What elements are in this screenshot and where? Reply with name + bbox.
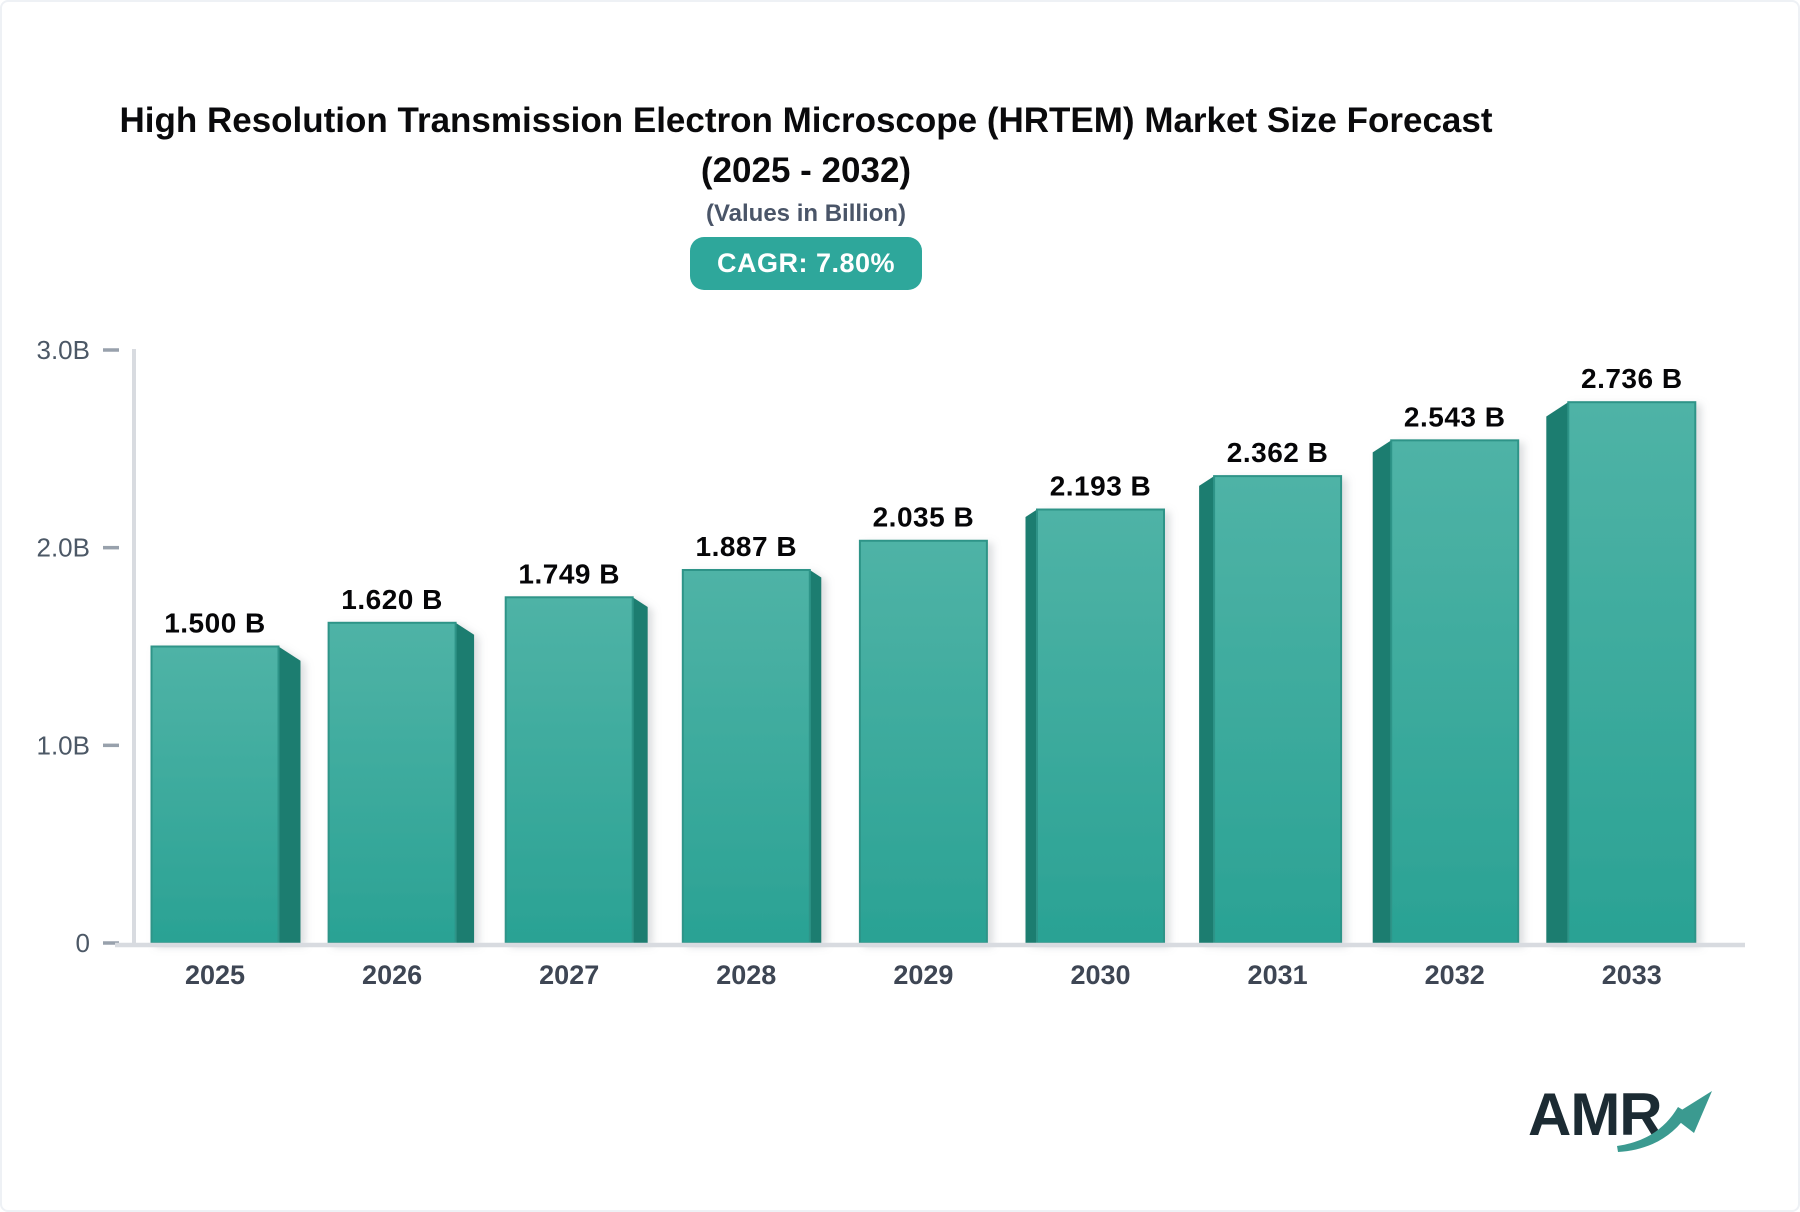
x-tick-label-2029: 2029: [893, 960, 953, 990]
bar-value-label-2027: 1.749 B: [518, 558, 620, 589]
x-tick-label-2027: 2027: [539, 960, 599, 990]
bar-2030: [1036, 508, 1165, 944]
bar-2026: [327, 621, 457, 945]
y-tick-label-0: 0: [76, 928, 90, 958]
chart-subtitle: (Values in Billion): [705, 200, 907, 227]
bar-2032: [1390, 439, 1520, 944]
x-tick-label-2033: 2033: [1602, 960, 1662, 990]
chart-title-line-1: High Resolution Transmission Electron Mi…: [119, 101, 1493, 140]
x-tick-label-2028: 2028: [716, 960, 776, 990]
bar-2031: [1213, 475, 1343, 944]
bar-group-2033: 2.736 B 2033: [1546, 363, 1697, 990]
x-tick-label-2032: 2032: [1425, 960, 1485, 990]
bar-2027: [504, 596, 634, 944]
bar-side-2027: [632, 597, 648, 943]
chart-header: High Resolution Transmission Electron Mi…: [2, 96, 1610, 290]
bar-value-label-2025: 1.500 B: [164, 608, 266, 639]
amr-logo-text: AMR: [1528, 1081, 1663, 1148]
bar-side-2026: [455, 622, 475, 943]
x-tick-label-2030: 2030: [1070, 960, 1130, 990]
amr-logo: AMR: [1528, 1080, 1728, 1170]
growth-arrow-icon: [1617, 1091, 1712, 1152]
bar-group-2032: 2.543 B 2032: [1372, 401, 1520, 990]
bar-value-label-2030: 2.193 B: [1050, 471, 1152, 502]
bar-value-label-2031: 2.362 B: [1227, 437, 1329, 468]
bar-value-label-2032: 2.543 B: [1404, 401, 1506, 432]
bar-side-2031: [1199, 476, 1215, 943]
bar-group-2030: 2.193 B 2030: [1025, 471, 1165, 990]
bar-group-2025: 1.500 B 2025: [150, 608, 301, 990]
bar-value-label-2026: 1.620 B: [341, 584, 443, 615]
x-tick-label-2031: 2031: [1248, 960, 1308, 990]
bar-side-2025: [278, 646, 301, 943]
bar-side-2032: [1372, 440, 1392, 943]
chart-title-line-2: (2025 - 2032): [700, 151, 912, 190]
x-tick-label-2025: 2025: [185, 960, 245, 990]
x-tick-label-2026: 2026: [362, 960, 422, 990]
cagr-badge: CAGR: 7.80%: [689, 237, 923, 290]
bar-group-2026: 1.620 B 2026: [327, 584, 475, 990]
bar-group-2028: 1.887 B 2028: [681, 531, 822, 990]
bar-value-label-2028: 1.887 B: [696, 531, 798, 562]
y-tick-label-1.0B: 1.0B: [37, 730, 91, 760]
bar-2033: [1567, 401, 1697, 944]
bar-group-2027: 1.749 B 2027: [504, 558, 648, 990]
y-tick-label-2.0B: 2.0B: [37, 533, 91, 563]
bar-side-2030: [1025, 509, 1037, 943]
bar-side-2028: [809, 570, 822, 943]
bar-group-2031: 2.362 B 2031: [1199, 437, 1343, 990]
bar-side-2033: [1546, 402, 1569, 944]
bar-2029: [858, 539, 988, 945]
bar-value-label-2033: 2.736 B: [1581, 363, 1683, 394]
bar-value-label-2029: 2.035 B: [873, 502, 975, 533]
bar-2025: [150, 645, 280, 944]
bar-2028: [681, 569, 811, 944]
y-tick-label-3.0B: 3.0B: [37, 335, 91, 365]
bar-group-2029: 2.035 B 2029: [858, 502, 988, 990]
